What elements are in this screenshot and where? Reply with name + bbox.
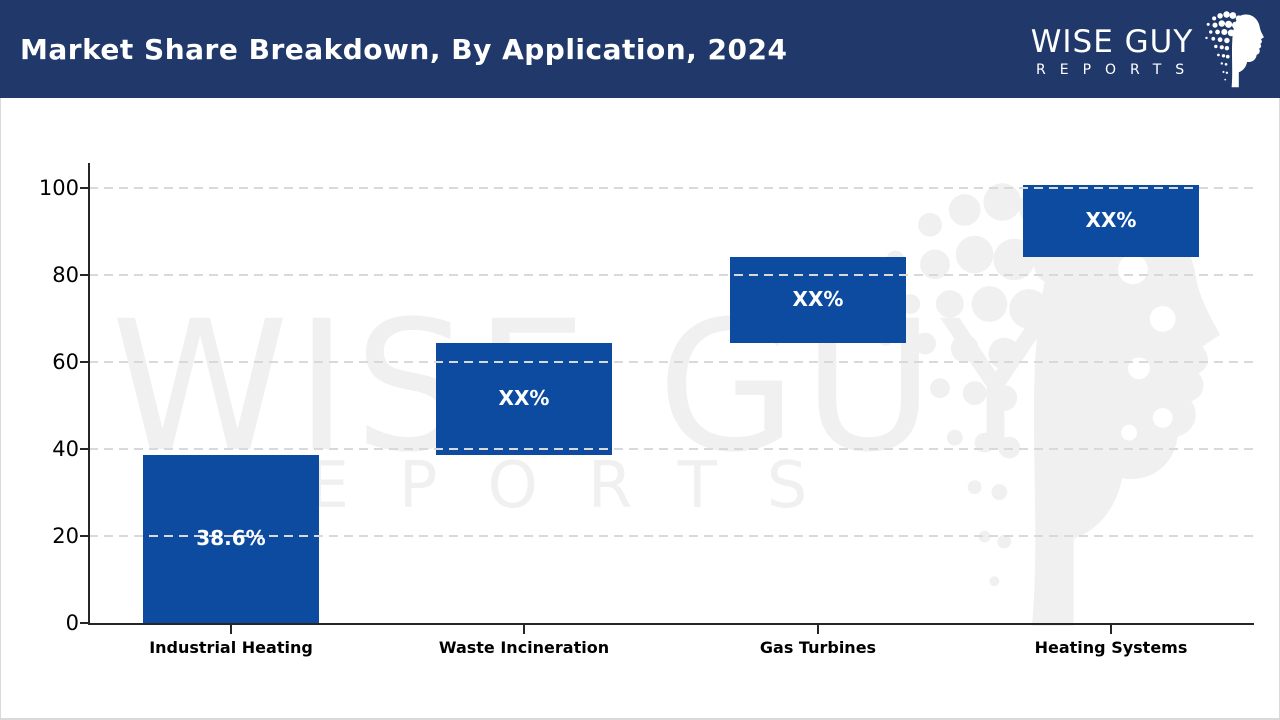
y-tick-mark: [80, 361, 89, 363]
bar-value-label: XX%: [1085, 207, 1137, 232]
y-tick-mark: [80, 622, 89, 624]
bar-value-label: XX%: [498, 385, 550, 410]
y-tick-label: 20: [52, 524, 79, 548]
gridline-100: [89, 187, 1254, 189]
brand-logo: WISE GUY REPORTS: [1026, 4, 1266, 94]
brand-name: WISE GUY: [1030, 24, 1194, 60]
bar-industrial-heating: [143, 455, 319, 623]
x-axis-label: Industrial Heating: [149, 638, 313, 657]
y-tick-label: 100: [38, 176, 79, 200]
x-tick-mark: [523, 625, 525, 634]
page-title: Market Share Breakdown, By Application, …: [20, 32, 788, 66]
y-tick-mark: [80, 274, 89, 276]
bar-gas-turbines: [730, 256, 906, 343]
x-axis: [89, 623, 1254, 625]
brand-face-icon: [1205, 11, 1264, 88]
chart-canvas: WISE GUY REPORTS 0 20 40 60 80 100 38.6% X: [0, 98, 1280, 720]
x-tick-mark: [230, 625, 232, 634]
x-axis-label: Heating Systems: [1034, 638, 1188, 657]
y-axis: [88, 163, 90, 625]
x-axis-label: Gas Turbines: [759, 638, 877, 657]
y-tick-mark: [80, 187, 89, 189]
y-tick-label: 80: [52, 263, 79, 287]
x-tick-mark: [817, 625, 819, 634]
y-tick-label: 0: [65, 611, 79, 635]
y-tick-mark: [80, 535, 89, 537]
bar-value-label: XX%: [792, 286, 844, 311]
watermark-face-icon: [878, 183, 1221, 626]
bar-value-label: 38.6%: [196, 526, 266, 551]
x-axis-label: Waste Incineration: [438, 638, 610, 657]
gridline-40: [89, 448, 1254, 450]
gridline-60: [89, 361, 1254, 363]
y-tick-label: 60: [52, 350, 79, 374]
gridline-80: [89, 274, 1254, 276]
brand-tagline: REPORTS: [1036, 62, 1199, 78]
y-tick-mark: [80, 448, 89, 450]
y-tick-label: 40: [52, 437, 79, 461]
header: Market Share Breakdown, By Application, …: [0, 0, 1280, 98]
gridline-20: [89, 535, 1254, 537]
bar-heating-systems: [1023, 184, 1199, 257]
x-tick-mark: [1110, 625, 1112, 634]
